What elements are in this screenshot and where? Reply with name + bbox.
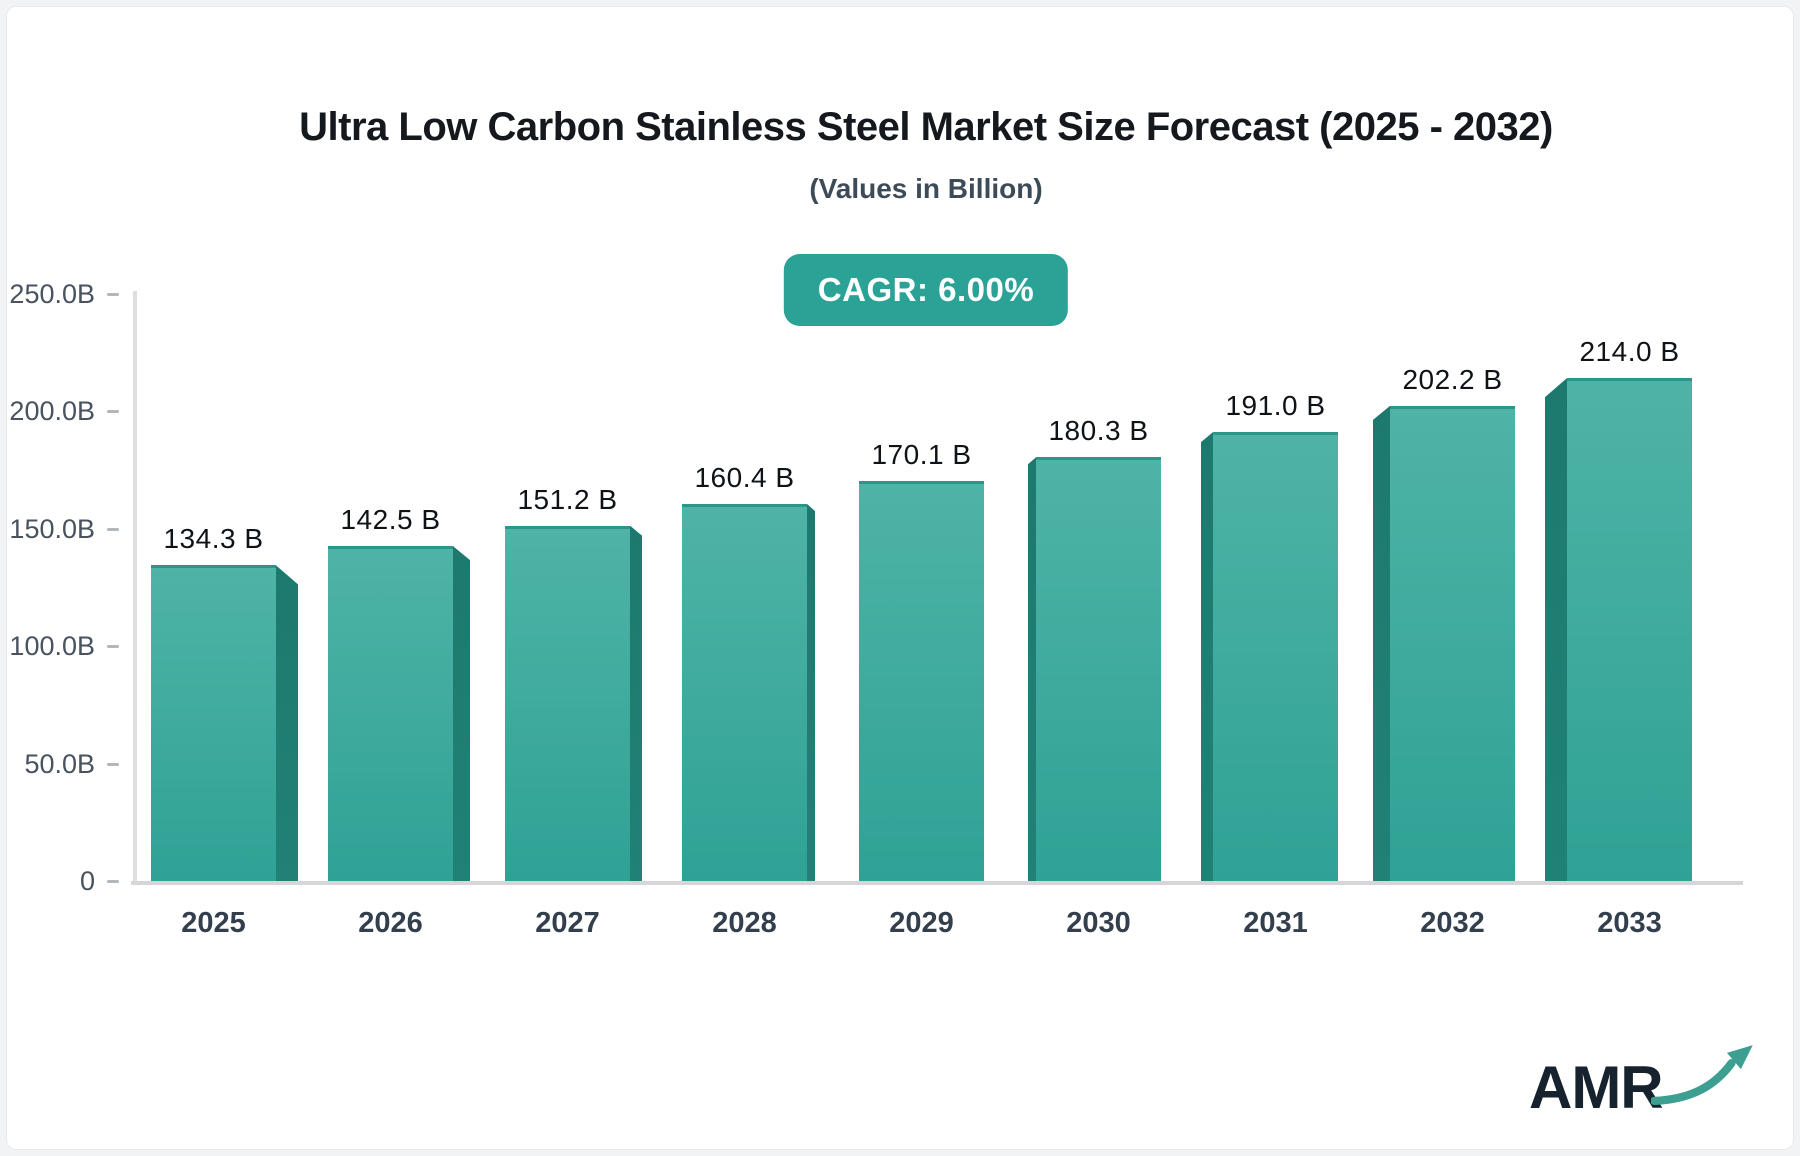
x-axis-label-2029: 2029 bbox=[889, 907, 954, 939]
bar-2031[interactable] bbox=[1213, 432, 1338, 881]
y-axis-label-0: 0 bbox=[79, 866, 95, 896]
bar-value-label-2030: 180.3 B bbox=[1048, 415, 1149, 447]
x-axis-label-2032: 2032 bbox=[1420, 907, 1485, 939]
chart-title: Ultra Low Carbon Stainless Steel Market … bbox=[299, 105, 1553, 149]
x-axis-label-2030: 2030 bbox=[1066, 907, 1131, 939]
chart-subtitle: (Values in Billion) bbox=[809, 173, 1043, 204]
bar-side-face-2031 bbox=[1201, 432, 1213, 881]
y-axis-tick-150 bbox=[107, 527, 119, 531]
bar-2030[interactable] bbox=[1036, 457, 1161, 881]
bar-value-label-2027: 151.2 B bbox=[517, 483, 618, 515]
bar-value-label-2032: 202.2 B bbox=[1402, 363, 1503, 395]
y-axis-tick-0 bbox=[107, 880, 119, 883]
y-axis-tick-50 bbox=[107, 762, 119, 766]
bar-2027[interactable] bbox=[505, 525, 630, 881]
bar-value-label-2025: 134.3 B bbox=[163, 523, 264, 555]
bar-2033[interactable] bbox=[1567, 378, 1692, 881]
x-axis-label-2027: 2027 bbox=[535, 907, 600, 939]
x-axis-label-2026: 2026 bbox=[358, 907, 423, 939]
bar-side-face-2033 bbox=[1545, 378, 1567, 881]
x-axis-label-2031: 2031 bbox=[1243, 907, 1308, 939]
x-axis-label-2033: 2033 bbox=[1597, 907, 1662, 939]
amr-logo-arrow-icon bbox=[1650, 1045, 1753, 1106]
x-axis-label-2025: 2025 bbox=[181, 907, 246, 939]
y-axis-line bbox=[133, 290, 137, 885]
bar-side-face-2027 bbox=[630, 525, 642, 881]
bar-2026[interactable] bbox=[328, 546, 453, 881]
bar-2032[interactable] bbox=[1390, 405, 1515, 881]
amr-logo-text: AMR bbox=[1529, 1054, 1664, 1121]
y-axis-tick-200 bbox=[107, 410, 119, 413]
y-axis-label-50: 50.0B bbox=[24, 748, 95, 779]
amr-logo: AMR bbox=[1529, 1029, 1759, 1119]
x-axis-line bbox=[131, 881, 1743, 885]
cagr-badge: CAGR: 6.00% bbox=[783, 254, 1069, 326]
bar-value-label-2031: 191.0 B bbox=[1225, 390, 1326, 422]
bar-value-label-2028: 160.4 B bbox=[694, 462, 795, 494]
y-axis-label-150: 150.0B bbox=[9, 513, 95, 544]
bar-side-face-2026 bbox=[453, 546, 470, 881]
bar-side-face-2028 bbox=[807, 504, 815, 881]
chart-card: Ultra Low Carbon Stainless Steel Market … bbox=[6, 6, 1794, 1150]
bar-chart-plot-area: 0 50.0B 100.0B 150.0B 200.0B 250.0B 134.3 B 202… bbox=[7, 7, 1793, 1149]
bar-value-label-2033: 214.0 B bbox=[1579, 336, 1680, 368]
y-axis-label-100: 100.0B bbox=[9, 631, 95, 661]
y-axis-label-250: 250.0B bbox=[9, 278, 95, 309]
bar-value-label-2026: 142.5 B bbox=[340, 504, 441, 536]
bar-side-face-2025 bbox=[276, 565, 298, 881]
y-axis-label-200: 200.0B bbox=[9, 396, 95, 426]
bar-side-face-2032 bbox=[1373, 405, 1390, 881]
y-axis-tick-100 bbox=[107, 645, 119, 648]
bar-2025[interactable] bbox=[151, 565, 276, 881]
bar-value-label-2029: 170.1 B bbox=[871, 439, 972, 471]
bar-side-face-2030 bbox=[1028, 457, 1036, 881]
bar-2029[interactable] bbox=[859, 481, 984, 881]
bar-2028[interactable] bbox=[682, 504, 807, 881]
y-axis-tick-250 bbox=[107, 292, 119, 296]
x-axis-label-2028: 2028 bbox=[712, 907, 777, 939]
